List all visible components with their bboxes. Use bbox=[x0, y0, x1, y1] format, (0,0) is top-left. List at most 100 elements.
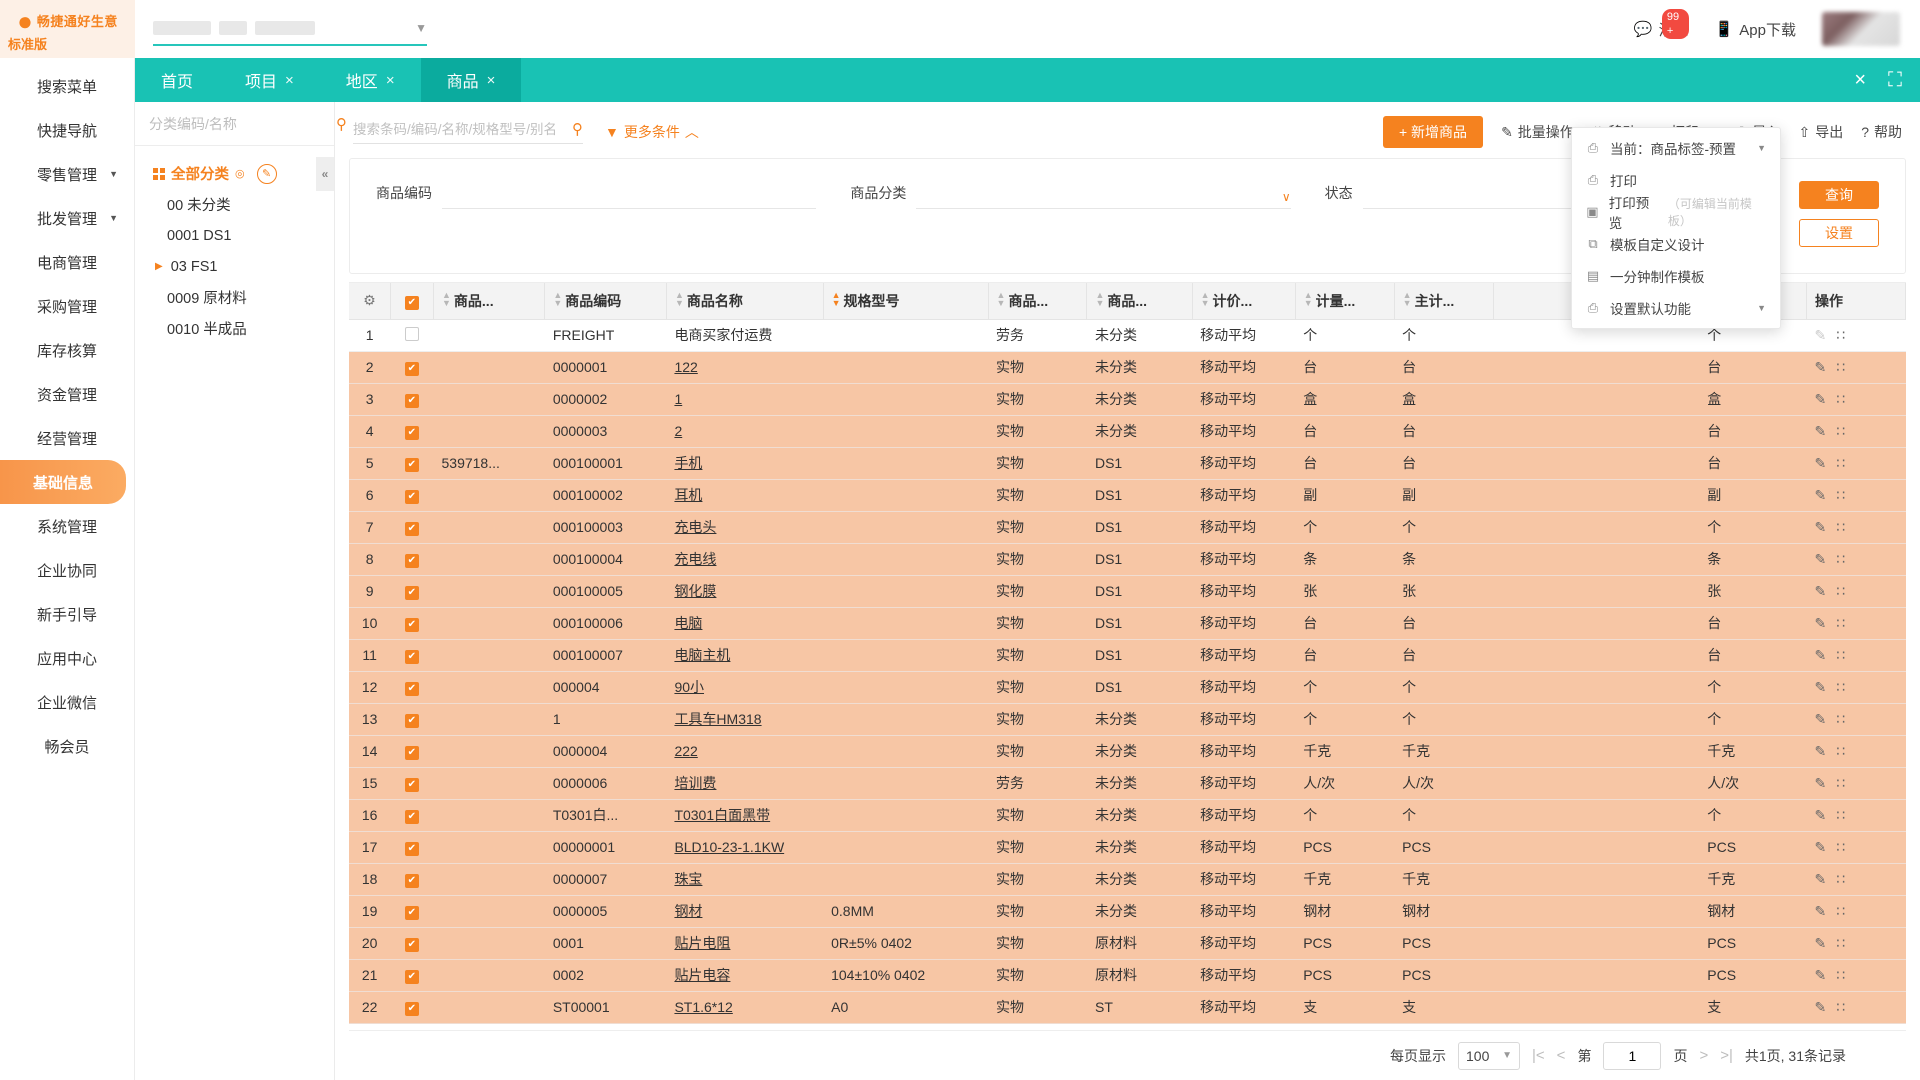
sidebar-item-12[interactable]: 新手引导 bbox=[0, 592, 134, 636]
row-checkbox[interactable]: ✔ bbox=[404, 713, 419, 728]
edit-icon[interactable]: ✎ bbox=[1814, 966, 1827, 983]
toolbar-button-4[interactable]: ⇧ 导出 bbox=[1798, 122, 1843, 142]
grid-more-icon[interactable]: ∷ bbox=[1836, 358, 1846, 375]
chevron-down-icon[interactable]: ▼ bbox=[109, 213, 118, 223]
table-row[interactable]: 4 ✔ 0000003 2 实物 未分类 移动平均台台台 ✎ ∷ bbox=[349, 415, 1906, 448]
edit-icon[interactable]: ✎ bbox=[1814, 934, 1827, 951]
sidebar-item-11[interactable]: 企业协同 bbox=[0, 548, 134, 592]
column-header-munit[interactable]: ▲ ▼ 主计... bbox=[1394, 283, 1494, 320]
row-checkbox[interactable]: ✔ bbox=[404, 969, 419, 984]
close-icon[interactable]: × bbox=[385, 71, 395, 89]
edit-icon[interactable]: ✎ bbox=[1814, 838, 1827, 855]
table-row[interactable]: 7 ✔ 000100003 充电头 实物 DS1 移动平均个个个 ✎ ∷ bbox=[349, 511, 1906, 544]
row-checkbox[interactable]: ✔ bbox=[404, 617, 419, 632]
sidebar-item-7[interactable]: 资金管理 bbox=[0, 372, 134, 416]
sort-icon[interactable]: ▲ ▼ bbox=[553, 289, 563, 308]
grid-more-icon[interactable]: ∷ bbox=[1836, 486, 1846, 503]
product-name-link[interactable]: 珠宝 bbox=[674, 871, 703, 887]
grid-more-icon[interactable]: ∷ bbox=[1836, 518, 1846, 535]
tab-0[interactable]: 首页 bbox=[135, 58, 219, 102]
table-row[interactable]: 12 ✔ 000004 90小 实物 DS1 移动平均个个个 ✎ ∷ bbox=[349, 671, 1906, 704]
quick-search[interactable]: ⚲ bbox=[353, 120, 583, 144]
grid-more-icon[interactable]: ∷ bbox=[1836, 646, 1846, 663]
column-header-type[interactable]: ▲ ▼ 商品... bbox=[988, 283, 1088, 320]
tree-node-all[interactable]: 全部分类 ◎ ✎ « bbox=[135, 156, 334, 191]
grid-more-icon[interactable]: ∷ bbox=[1836, 582, 1846, 599]
chevron-down-icon[interactable]: ▼ bbox=[109, 169, 118, 179]
tree-node-3[interactable]: 0009 原材料 bbox=[135, 282, 334, 313]
product-name-link[interactable]: 电脑主机 bbox=[674, 647, 731, 663]
table-row[interactable]: 17 ✔ 00000001 BLD10-23-1.1KW 实物 未分类 移动平均 PCS PCS… bbox=[349, 831, 1906, 864]
row-checkbox[interactable]: ✔ bbox=[404, 873, 419, 888]
column-header-name[interactable]: ▲ ▼ 商品名称 bbox=[666, 283, 824, 320]
toolbar-button-0[interactable]: ✎ 批量操作 bbox=[1501, 122, 1574, 142]
edit-icon[interactable]: ✎ bbox=[1814, 870, 1827, 887]
sort-icon[interactable]: ▲ ▼ bbox=[1200, 289, 1210, 308]
select-all-checkbox[interactable]: ✔ bbox=[404, 295, 419, 310]
product-name-link[interactable]: 耳机 bbox=[674, 487, 703, 503]
grid-more-icon[interactable]: ∷ bbox=[1836, 678, 1846, 695]
table-row[interactable]: 22 ✔ ST00001 ST1.6*12 A0 实物 ST 移动平均支支支 ✎ ∷ bbox=[349, 991, 1906, 1024]
sidebar-item-0[interactable]: 搜索菜单 bbox=[0, 64, 134, 108]
fullscreen-icon[interactable]: ⛶ bbox=[1888, 68, 1902, 91]
row-checkbox[interactable]: ✔ bbox=[404, 393, 419, 408]
edit-icon[interactable]: ✎ bbox=[1814, 998, 1827, 1015]
product-name-link[interactable]: 手机 bbox=[674, 455, 703, 471]
table-row[interactable]: 11 ✔ 000100007 电脑主机 实物 DS1 移动平均台台台 ✎ ∷ bbox=[349, 639, 1906, 672]
grid-more-icon[interactable]: ∷ bbox=[1836, 422, 1846, 439]
more-conditions-button[interactable]: ▼ 更多条件 ︿ bbox=[605, 122, 699, 142]
product-name-link[interactable]: 电脑 bbox=[674, 615, 703, 631]
tab-2[interactable]: 地区 × bbox=[320, 58, 421, 102]
row-checkbox[interactable]: ✔ bbox=[404, 425, 419, 440]
chevron-right-icon[interactable]: ▶ bbox=[155, 261, 163, 272]
edit-circle-icon[interactable]: ✎ bbox=[256, 163, 277, 184]
product-name-link[interactable]: BLD10-23-1.1KW bbox=[674, 839, 785, 855]
edit-icon[interactable]: ✎ bbox=[1814, 518, 1827, 535]
print-menu-item-3[interactable]: ⧉ 模板自定义设计 bbox=[1572, 228, 1780, 260]
chevron-down-icon[interactable]: ∨ bbox=[1281, 190, 1291, 204]
product-name-link[interactable]: 钢材 bbox=[674, 903, 703, 919]
sidebar-item-15[interactable]: 畅会员 bbox=[0, 724, 134, 768]
row-checkbox[interactable]: ✔ bbox=[404, 1001, 419, 1016]
tab-3[interactable]: 商品 × bbox=[420, 58, 522, 102]
sidebar-item-9[interactable]: 基础信息 bbox=[0, 460, 126, 504]
category-search-input[interactable] bbox=[149, 115, 330, 132]
grid-more-icon[interactable]: ∷ bbox=[1836, 806, 1846, 823]
global-search-area[interactable]: ▼ bbox=[135, 0, 445, 58]
settings-button[interactable]: 设置 bbox=[1799, 219, 1879, 247]
edit-icon[interactable]: ✎ bbox=[1814, 390, 1827, 407]
grid-more-icon[interactable]: ∷ bbox=[1836, 966, 1846, 983]
sidebar-item-1[interactable]: 快捷导航 bbox=[0, 108, 134, 152]
sidebar-item-6[interactable]: 库存核算 bbox=[0, 328, 134, 372]
product-name-link[interactable]: 贴片电阻 bbox=[674, 935, 731, 951]
product-name-link[interactable]: T0301白面黑带 bbox=[674, 807, 771, 823]
collapse-tree-button[interactable]: « bbox=[316, 156, 334, 191]
messages-button[interactable]: 💬 消息 99 + bbox=[1634, 8, 1689, 40]
close-icon[interactable]: × bbox=[486, 71, 496, 89]
toolbar-button-5[interactable]: ? 帮助 bbox=[1861, 122, 1902, 142]
edit-icon[interactable]: ✎ bbox=[1814, 454, 1827, 471]
edit-icon[interactable]: ✎ bbox=[1814, 422, 1827, 439]
print-menu-item-5[interactable]: ⎙ 设置默认功能 ▼ bbox=[1572, 292, 1780, 324]
sidebar-item-4[interactable]: 电商管理 bbox=[0, 240, 134, 284]
table-row[interactable]: 13 ✔ 1 工具车HM318 实物 未分类 移动平均个个个 ✎ ∷ bbox=[349, 703, 1906, 736]
close-tabs-icon[interactable]: × bbox=[1854, 68, 1866, 91]
sort-icon[interactable]: ▲ ▼ bbox=[831, 289, 841, 308]
edit-icon[interactable]: ✎ bbox=[1814, 806, 1827, 823]
chevron-down-icon[interactable]: ▼ bbox=[1757, 303, 1766, 313]
edit-icon[interactable]: ✎ bbox=[1814, 550, 1827, 567]
query-button[interactable]: 查询 bbox=[1799, 181, 1879, 209]
chevron-down-icon[interactable]: ▼ bbox=[415, 21, 427, 35]
play-circle-icon[interactable]: ◎ bbox=[235, 168, 245, 180]
row-checkbox[interactable]: ✔ bbox=[404, 841, 419, 856]
table-row[interactable]: 6 ✔ 000100002 耳机 实物 DS1 移动平均副副副 ✎ ∷ bbox=[349, 479, 1906, 512]
product-name-link[interactable]: 工具车HM318 bbox=[674, 711, 762, 727]
edit-icon[interactable]: ✎ bbox=[1814, 646, 1827, 663]
row-checkbox[interactable]: ✔ bbox=[404, 553, 419, 568]
last-page-button[interactable]: >| bbox=[1720, 1047, 1733, 1064]
search-icon[interactable]: ⚲ bbox=[336, 115, 347, 133]
row-checkbox[interactable]: ✔ bbox=[404, 585, 419, 600]
grid-more-icon[interactable]: ∷ bbox=[1836, 550, 1846, 567]
sidebar-item-5[interactable]: 采购管理 bbox=[0, 284, 134, 328]
table-row[interactable]: 20 ✔ 0001 贴片电阻 0R±5% 0402 实物 原材料 移动平均 PCS PCS PCS ✎… bbox=[349, 927, 1906, 960]
